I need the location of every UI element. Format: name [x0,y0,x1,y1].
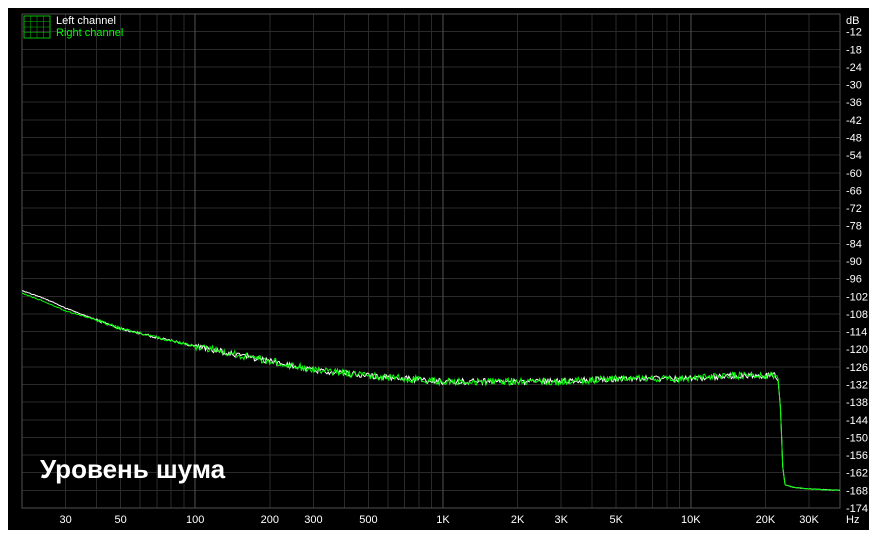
x-tick-label: 3K [555,514,569,526]
y-tick-label: -114 [846,327,867,339]
y-tick-label: -24 [846,62,862,74]
x-tick-label: 200 [261,514,279,526]
x-tick-label: 500 [359,514,377,526]
y-tick-label: -42 [846,115,862,127]
y-tick-label: -96 [846,274,862,286]
y-tick-label: -60 [846,168,862,180]
x-tick-label: 2K [511,514,525,526]
legend-item: Left channel [56,15,116,27]
y-tick-label: -36 [846,97,862,109]
y-tick-label: -18 [846,44,862,56]
y-tick-label: -78 [846,221,862,233]
y-tick-label: -30 [846,80,862,92]
chart-title: Уровень шума [40,454,226,484]
y-tick-label: -150 [846,432,868,444]
x-tick-label: 300 [304,514,322,526]
x-tick-label: 50 [114,514,126,526]
y-tick-label: -12 [846,27,862,39]
y-tick-label: -138 [846,397,868,409]
spectrum-svg: -12 -18 -24 -30 -36 -42 -48 -54 -60 -66 -72 -78 -84 -… [8,8,869,530]
y-tick-label: -126 [846,362,868,374]
y-tick-label: -108 [846,309,868,321]
y-tick-label: -132 [846,380,868,392]
y-tick-label: -48 [846,133,862,145]
spectrum-panel: -12 -18 -24 -30 -36 -42 -48 -54 -60 -66 -72 -78 -84 -… [8,8,869,530]
y-tick-label: -72 [846,203,862,215]
y-tick-label: -144 [846,415,868,427]
y-tick-label: -168 [846,485,868,497]
y-tick-label: -84 [846,238,862,250]
x-tick-label: 30K [799,514,819,526]
y-tick-label: -102 [846,291,868,303]
x-tick-label: 100 [186,514,204,526]
y-tick-label: -156 [846,450,868,462]
y-tick-label: -90 [846,256,862,268]
x-tick-label: 10K [681,514,701,526]
x-tick-label: 30 [60,514,72,526]
x-tick-label: 1K [436,514,450,526]
y-tick-label: -66 [846,185,862,197]
chart-card: -12 -18 -24 -30 -36 -42 -48 -54 -60 -66 -72 -78 -84 -… [0,0,877,538]
x-tick-label: 20K [756,514,776,526]
y-tick-label: -120 [846,344,868,356]
x-unit-label: Hz [846,514,859,526]
y-unit-label: dB [846,15,859,27]
y-tick-label: -162 [846,468,868,480]
legend-item: Right channel [56,27,123,39]
x-tick-label: 5K [609,514,623,526]
y-tick-label: -54 [846,150,862,162]
